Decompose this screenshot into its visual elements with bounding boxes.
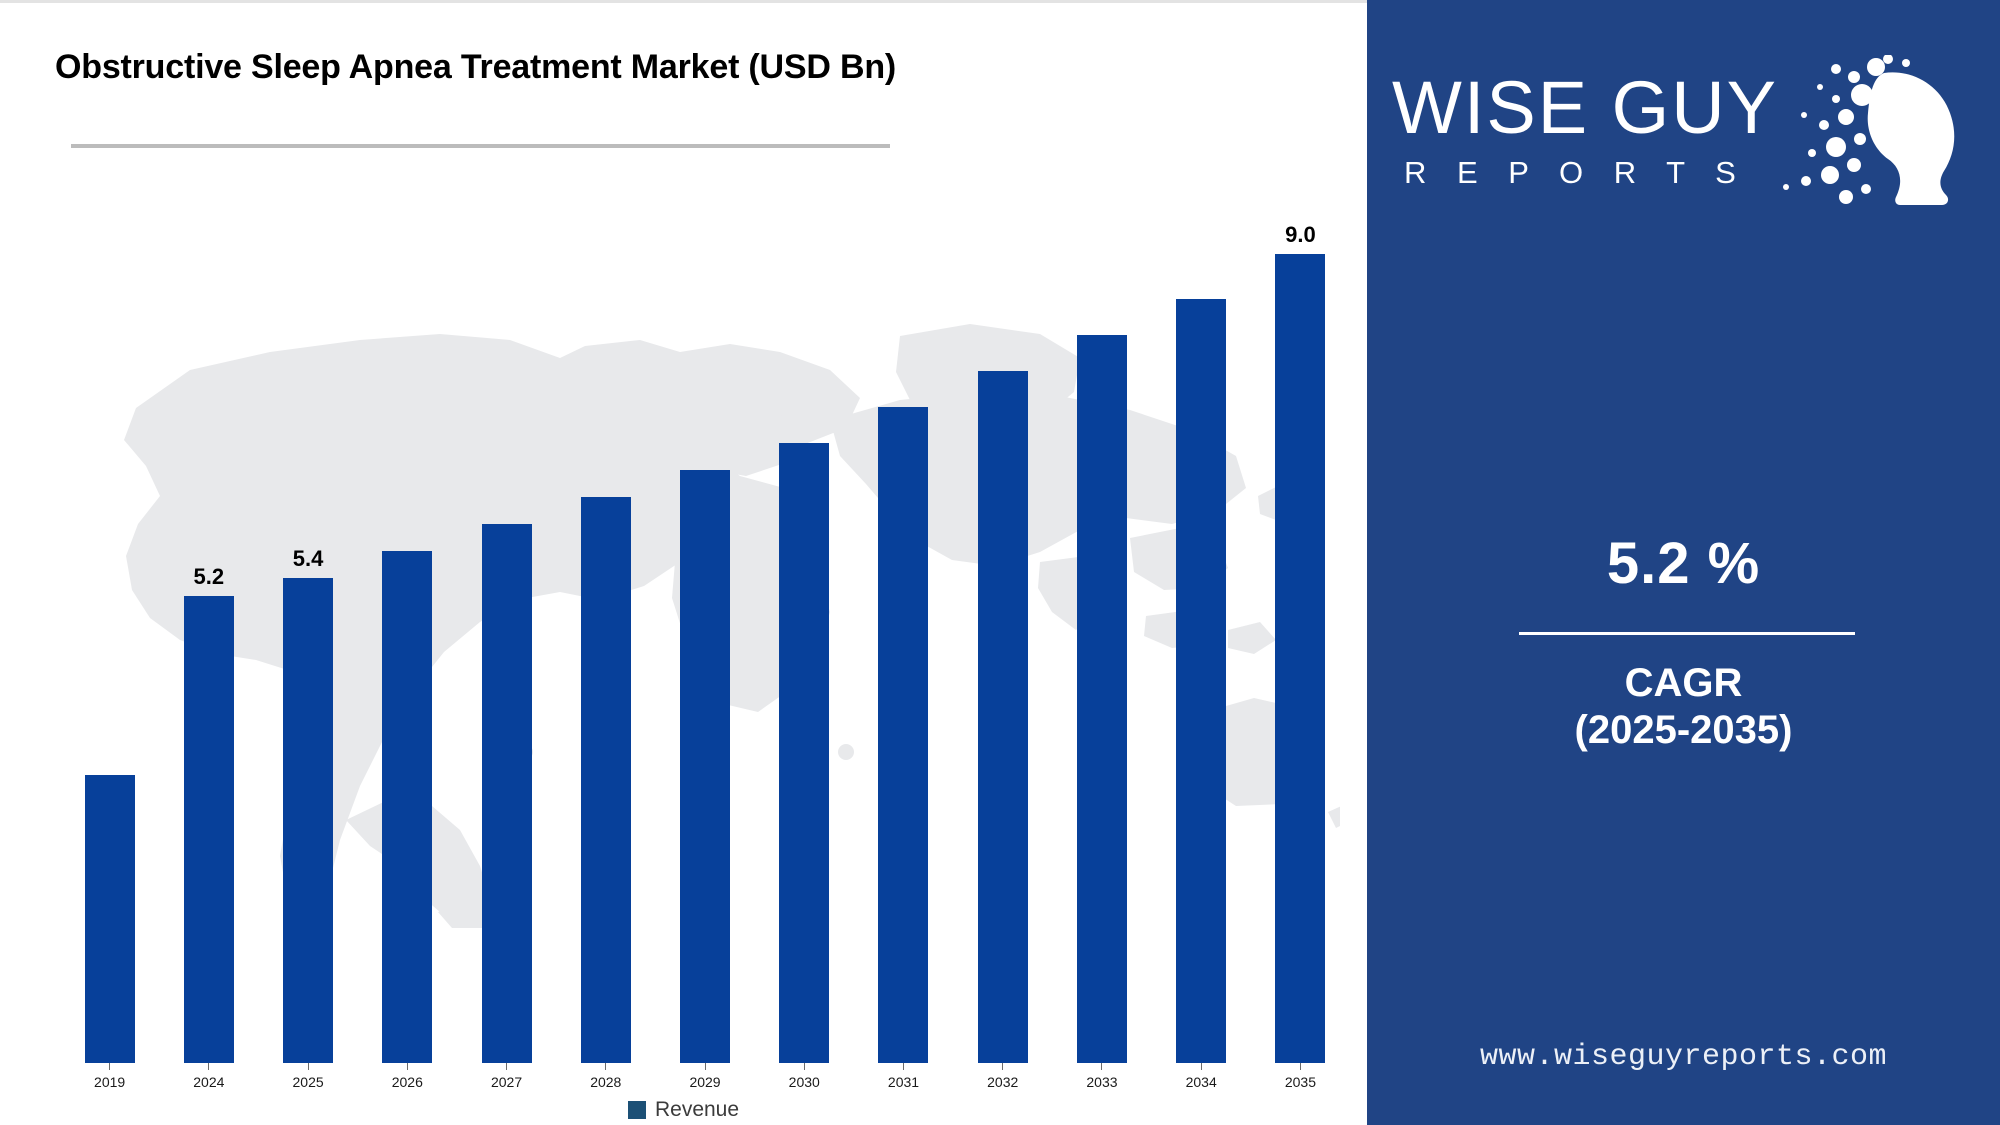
bar-2024[interactable]: 5.2 (183, 564, 234, 1063)
cagr-caption-line1: CAGR (1624, 661, 1743, 705)
x-tick-2030: 2030 (755, 1063, 854, 1103)
website-url[interactable]: www.wiseguyreports.com (1479, 1040, 1888, 1074)
x-tick-label: 2034 (1185, 1074, 1217, 1090)
bar-slot (854, 200, 953, 1063)
bar-2030[interactable] (779, 442, 830, 1063)
bar-slot (1152, 200, 1251, 1063)
x-tick-label: 2035 (1284, 1074, 1316, 1090)
tick-mark (1101, 1063, 1103, 1070)
svg-text:R E P O R T S: R E P O R T S (1404, 155, 1747, 190)
cagr-value: 5.2 % (1606, 531, 1761, 596)
legend-label-revenue: Revenue (654, 1098, 740, 1121)
bar-value-label-2025: 5.4 (292, 545, 324, 571)
tick-mark (506, 1063, 508, 1070)
x-tick-label: 2025 (292, 1074, 324, 1090)
x-tick-2033: 2033 (1052, 1063, 1151, 1103)
bar-2027[interactable] (481, 523, 532, 1063)
x-tick-label: 2024 (193, 1074, 225, 1090)
bar-slot: 5.2 (159, 200, 258, 1063)
tick-mark (109, 1063, 111, 1070)
plot-area: 5.2 5.4 9.0 (60, 200, 1350, 1063)
x-tick-label: 2029 (689, 1074, 721, 1090)
x-tick-2019: 2019 (60, 1063, 159, 1103)
x-tick-2035: 2035 (1251, 1063, 1350, 1103)
x-tick-2032: 2032 (953, 1063, 1052, 1103)
bar-slot (457, 200, 556, 1063)
tick-mark (902, 1063, 904, 1070)
bar-2029[interactable] (680, 469, 731, 1063)
x-tick-label: 2026 (391, 1074, 423, 1090)
bar-series-revenue: 5.2 5.4 9.0 (60, 200, 1350, 1063)
panel-top-divider (0, 0, 1367, 3)
bar-2035[interactable]: 9.0 (1275, 222, 1326, 1063)
x-tick-2029: 2029 (655, 1063, 754, 1103)
x-tick-2028: 2028 (556, 1063, 655, 1103)
bar-slot (60, 200, 159, 1063)
cagr-caption: CAGR (2025-2035) (1367, 660, 2000, 754)
x-tick-2025: 2025 (258, 1063, 357, 1103)
bar-2025[interactable]: 5.4 (283, 546, 334, 1063)
cagr-caption-line2: (2025-2035) (1574, 708, 1793, 753)
legend-swatch-revenue-icon (627, 1101, 646, 1119)
tick-mark (208, 1063, 210, 1070)
bar-2031[interactable] (878, 406, 929, 1063)
bar-value-label-2024: 5.2 (193, 563, 225, 589)
bar-2026[interactable] (382, 550, 433, 1063)
tick-mark (1200, 1063, 1202, 1070)
bar-2033[interactable] (1076, 334, 1127, 1063)
bar-slot (755, 200, 854, 1063)
cagr-divider (1519, 632, 1855, 635)
x-tick-2027: 2027 (457, 1063, 556, 1103)
page-title: Obstructive Sleep Apnea Treatment Market… (55, 48, 897, 86)
x-tick-2031: 2031 (854, 1063, 953, 1103)
bar-slot (953, 200, 1052, 1063)
tick-mark (803, 1063, 805, 1070)
bar-slot (358, 200, 457, 1063)
x-tick-2034: 2034 (1152, 1063, 1251, 1103)
wise-guy-reports-logo[interactable]: WISE GUY R E P O R T S (1367, 55, 2000, 215)
svg-text:WISE GUY: WISE GUY (1392, 66, 1778, 149)
bar-2019[interactable] (84, 775, 135, 1063)
tick-mark (605, 1063, 607, 1070)
x-axis: 2019 2024 2025 2026 2027 2028 2029 2030 2031 2032… (60, 1063, 1350, 1103)
bar-slot (556, 200, 655, 1063)
x-tick-label: 2031 (887, 1074, 920, 1090)
x-tick-label: 2030 (788, 1074, 820, 1090)
bar-2034[interactable] (1176, 298, 1227, 1063)
tick-mark (307, 1063, 309, 1070)
tick-mark (1299, 1063, 1301, 1070)
x-tick-label: 2027 (490, 1074, 523, 1090)
title-underline-divider (71, 144, 890, 148)
x-tick-label: 2032 (987, 1074, 1019, 1090)
x-tick-label: 2019 (94, 1074, 126, 1090)
bar-slot: 9.0 (1251, 200, 1350, 1063)
bar-slot: 5.4 (258, 200, 357, 1063)
x-tick-label: 2033 (1086, 1074, 1118, 1090)
chart-legend: Revenue (0, 1098, 1367, 1122)
tick-mark (704, 1063, 706, 1070)
x-tick-label: 2028 (590, 1074, 622, 1090)
bar-slot (655, 200, 754, 1063)
x-tick-2024: 2024 (159, 1063, 258, 1103)
bar-2028[interactable] (580, 496, 631, 1063)
tick-mark (406, 1063, 408, 1070)
brand-panel: WISE GUY R E P O R T S (1367, 0, 2000, 1125)
tick-mark (1002, 1063, 1004, 1070)
bar-value-label-2035: 9.0 (1285, 221, 1316, 247)
bar-2032[interactable] (977, 370, 1028, 1063)
chart-panel: Obstructive Sleep Apnea Treatment Market… (0, 0, 1367, 1122)
bar-slot (1052, 200, 1151, 1063)
x-tick-2026: 2026 (358, 1063, 457, 1103)
